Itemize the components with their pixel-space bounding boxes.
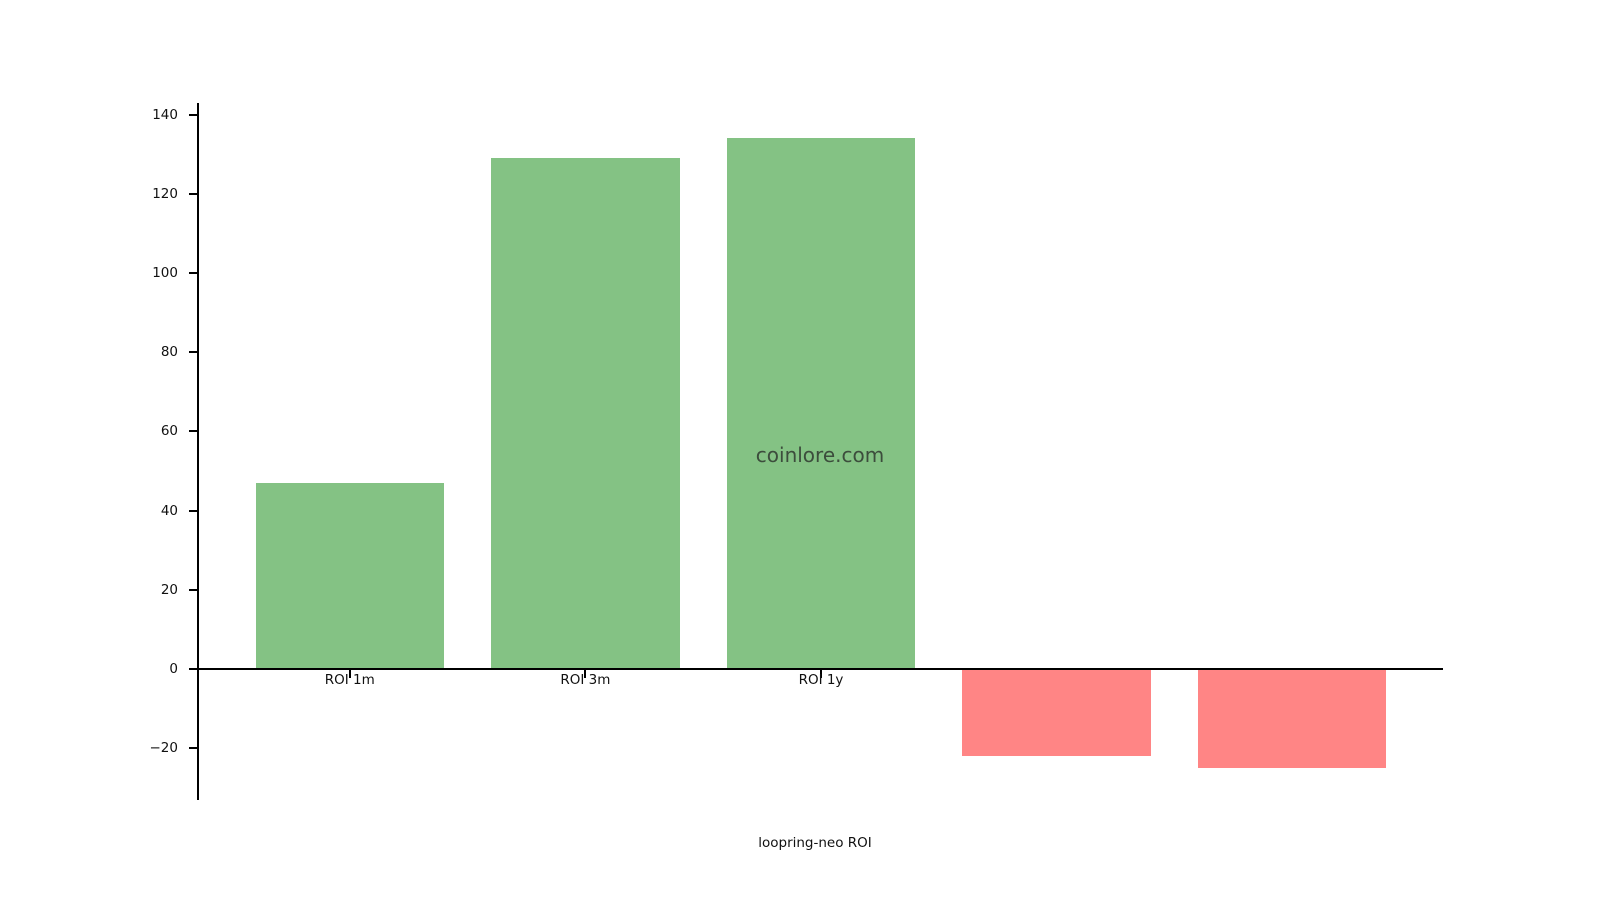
y-tick-mark (189, 668, 197, 670)
y-tick-mark (189, 192, 197, 195)
y-tick-label: 60 (160, 423, 178, 440)
x-tick-label: ROI 3m (560, 672, 611, 688)
y-tick-mark (189, 588, 197, 591)
x-tick-mark (584, 670, 587, 678)
y-tick-label: 100 (152, 265, 178, 281)
positive-roi-bar (491, 158, 680, 669)
y-tick-label: 80 (160, 344, 178, 361)
negative-roi-bar (962, 669, 1151, 757)
x-tick-label: ROI 1y (798, 672, 844, 688)
coinlore-watermark: coinlore.com (755, 443, 885, 467)
positive-roi-bar (726, 138, 916, 669)
y-tick-label: 40 (160, 502, 178, 519)
y-tick-mark (189, 509, 197, 512)
x-tick-mark (348, 670, 351, 678)
y-tick-label: 0 (169, 661, 178, 677)
y-tick-mark (189, 351, 197, 354)
positive-roi-bar (255, 482, 445, 669)
y-tick-mark (189, 747, 197, 750)
y-tick-label: 120 (152, 185, 178, 202)
negative-roi-bar (1197, 669, 1387, 768)
x-axis-line (199, 668, 1443, 670)
x-axis-title: loopring-neo ROI (758, 835, 872, 851)
y-tick-mark (189, 272, 197, 274)
y-tick-label: 140 (152, 106, 178, 123)
y-axis-line (197, 102, 199, 800)
x-tick-mark (820, 670, 822, 678)
x-tick-label: ROI 1m (324, 672, 375, 688)
y-tick-mark (189, 113, 197, 116)
y-tick-mark (189, 430, 197, 433)
y-tick-label: 20 (160, 581, 178, 598)
y-tick-label: −20 (149, 740, 179, 757)
